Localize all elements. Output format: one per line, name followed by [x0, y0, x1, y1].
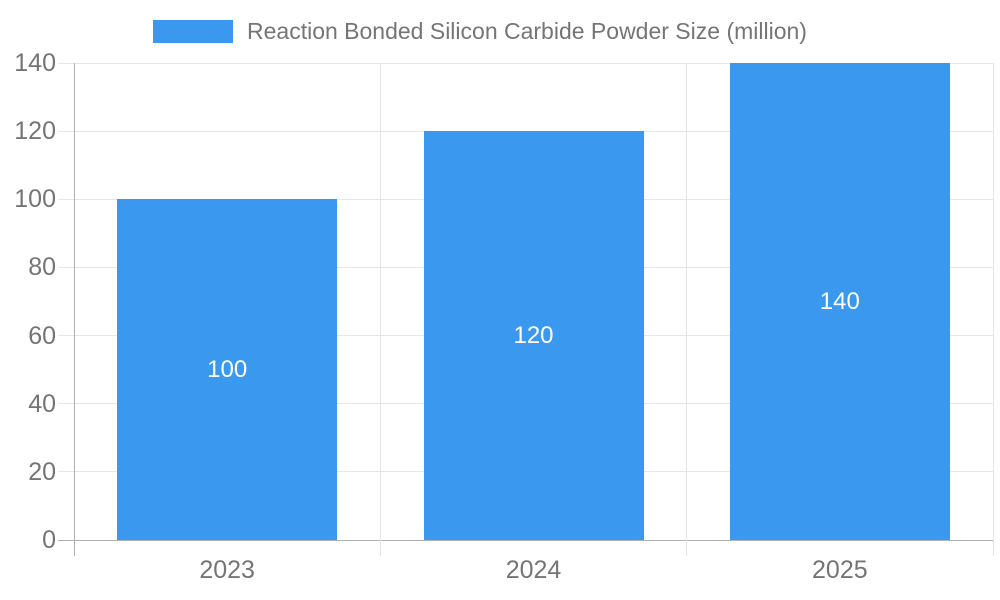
- y-tick-label: 80: [28, 253, 56, 282]
- gridline-horizontal: [58, 62, 993, 64]
- gridline-vertical: [379, 63, 381, 556]
- x-tick-label: 2023: [199, 556, 255, 584]
- x-axis-baseline: [58, 539, 993, 541]
- x-tick-label: 2024: [505, 556, 562, 584]
- y-axis-line: [74, 63, 75, 556]
- legend-item[interactable]: Reaction Bonded Silicon Carbide Powder S…: [153, 18, 807, 45]
- y-tick-label: 20: [28, 457, 56, 486]
- gridline-vertical: [992, 63, 994, 556]
- y-tick-label: 120: [14, 117, 56, 146]
- bar-value-label: 120: [513, 321, 554, 349]
- gridline-vertical: [686, 63, 688, 556]
- bar[interactable]: 100: [117, 199, 338, 540]
- bar-value-label: 140: [819, 287, 860, 315]
- bar[interactable]: 120: [423, 131, 644, 540]
- y-tick-label: 0: [42, 526, 56, 554]
- legend-color-swatch-icon: [153, 20, 233, 43]
- y-tick-label: 100: [14, 185, 56, 214]
- legend: Reaction Bonded Silicon Carbide Powder S…: [153, 18, 807, 45]
- y-tick-label: 40: [28, 389, 56, 418]
- x-tick-label: 2025: [812, 556, 868, 584]
- y-tick-label: 140: [14, 49, 56, 77]
- plot-area: 100 120 140: [58, 62, 994, 556]
- bar-value-label: 100: [207, 355, 248, 383]
- legend-label: Reaction Bonded Silicon Carbide Powder S…: [247, 18, 807, 44]
- y-tick-label: 60: [28, 321, 56, 350]
- bar[interactable]: 140: [729, 63, 950, 540]
